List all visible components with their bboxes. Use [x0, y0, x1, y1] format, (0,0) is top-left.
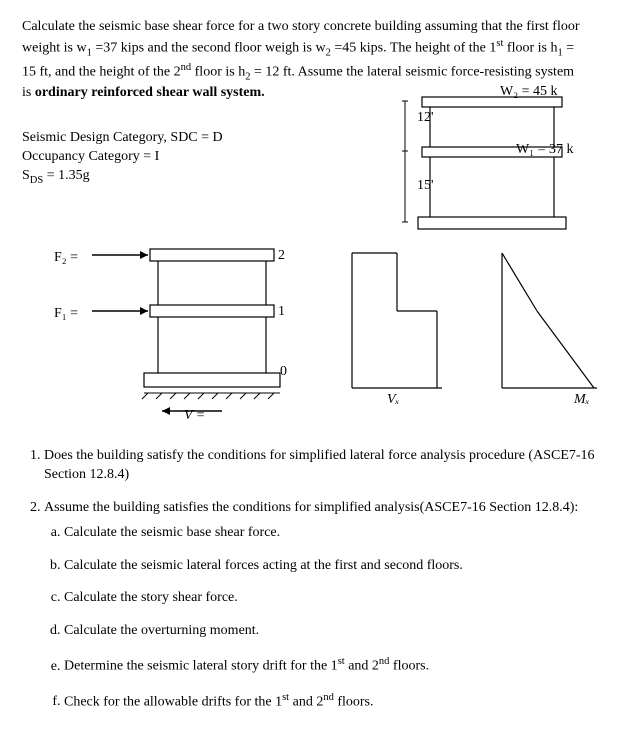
system-type-visible: ordinary reinforced shear wall system.	[35, 85, 265, 100]
question-2: Assume the building satisfies the condit…	[44, 499, 612, 713]
ps-h1val: =	[563, 41, 574, 56]
vx-diagram	[342, 243, 462, 408]
f1-label: F₁ =	[54, 305, 78, 324]
f2-label: F₂ =	[54, 249, 78, 268]
occupancy: Occupancy Category = I	[22, 148, 262, 167]
level-2: 2	[278, 247, 285, 266]
q2a: Calculate the seismic base shear force.	[64, 524, 612, 543]
lumped-mass-diagram	[92, 243, 292, 423]
questions-list: Does the building satisfy the conditions…	[22, 447, 612, 712]
ps-h2val: = 12 ft. Assume the lateral seismic forc…	[250, 64, 574, 79]
vx-label: Vₓ	[387, 391, 400, 410]
ps-line3b: floor is h	[191, 64, 245, 79]
mx-label: Mₓ	[574, 391, 590, 410]
q2e: Determine the seismic lateral story drif…	[64, 655, 612, 677]
ps-line1: Calculate the seismic base shear force f…	[22, 19, 580, 34]
ps-w1val: =37 kips and the second floor weigh is w	[92, 41, 326, 56]
given-parameters: Seismic Design Category, SDC = D Occupan…	[22, 129, 262, 188]
q2c: Calculate the story shear force.	[64, 589, 612, 608]
w2-label: W₂ = 45 k	[500, 83, 558, 102]
force-diagrams: F₂ = F₁ = 2 1	[22, 231, 612, 431]
ps-line4-pre: is	[22, 85, 35, 100]
question-1: Does the building satisfy the conditions…	[44, 447, 612, 485]
v-label: V =	[184, 407, 205, 426]
sds: SDS = 1.35g	[22, 167, 262, 188]
q2f: Check for the allowable drifts for the 1…	[64, 691, 612, 713]
ps-line3a: 15 ft, and the height of the 2	[22, 64, 181, 79]
ps-line2a: weight is w	[22, 41, 87, 56]
sdc: Seismic Design Category, SDC = D	[22, 129, 262, 148]
level-1: 1	[278, 303, 285, 322]
h2-dim: 12'	[417, 109, 434, 128]
level-0: 0	[280, 363, 287, 382]
elevation-diagram	[302, 89, 602, 249]
w1-label: W₁ = 37 k	[516, 141, 574, 160]
question-2-subparts: Calculate the seismic base shear force. …	[44, 524, 612, 713]
q2d: Calculate the overturning moment.	[64, 622, 612, 641]
sup-nd: nd	[181, 62, 192, 73]
h1-dim: 15'	[417, 177, 434, 196]
mx-diagram	[492, 243, 612, 408]
ps-line2b: floor is h	[503, 41, 557, 56]
ps-w2val: =45 kips. The height of the 1	[331, 41, 497, 56]
q2b: Calculate the seismic lateral forces act…	[64, 557, 612, 576]
